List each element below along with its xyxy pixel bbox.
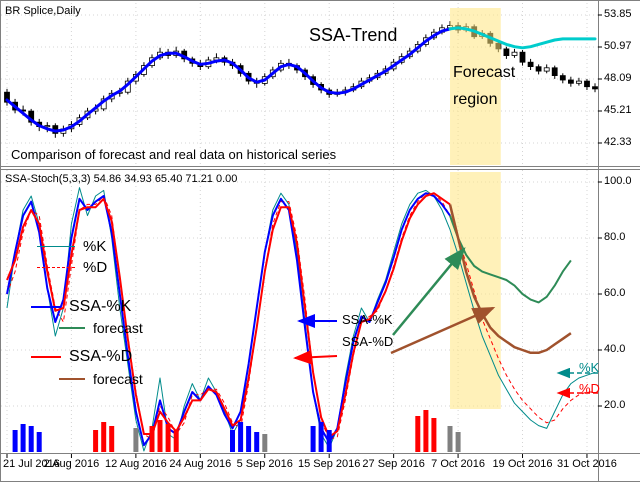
forecast-band-bottom bbox=[450, 172, 501, 409]
signal-bars bbox=[12, 410, 461, 452]
ssa-d-forecast-arrow bbox=[390, 306, 496, 355]
ssa-k-forecast-arrow bbox=[392, 247, 466, 336]
annotation-arrows bbox=[293, 247, 598, 399]
ssa-d-arrow bbox=[293, 350, 338, 365]
ssa-trend-lines bbox=[5, 26, 597, 133]
stochastic-lines bbox=[6, 187, 596, 452]
forecast-band-top bbox=[450, 8, 501, 165]
